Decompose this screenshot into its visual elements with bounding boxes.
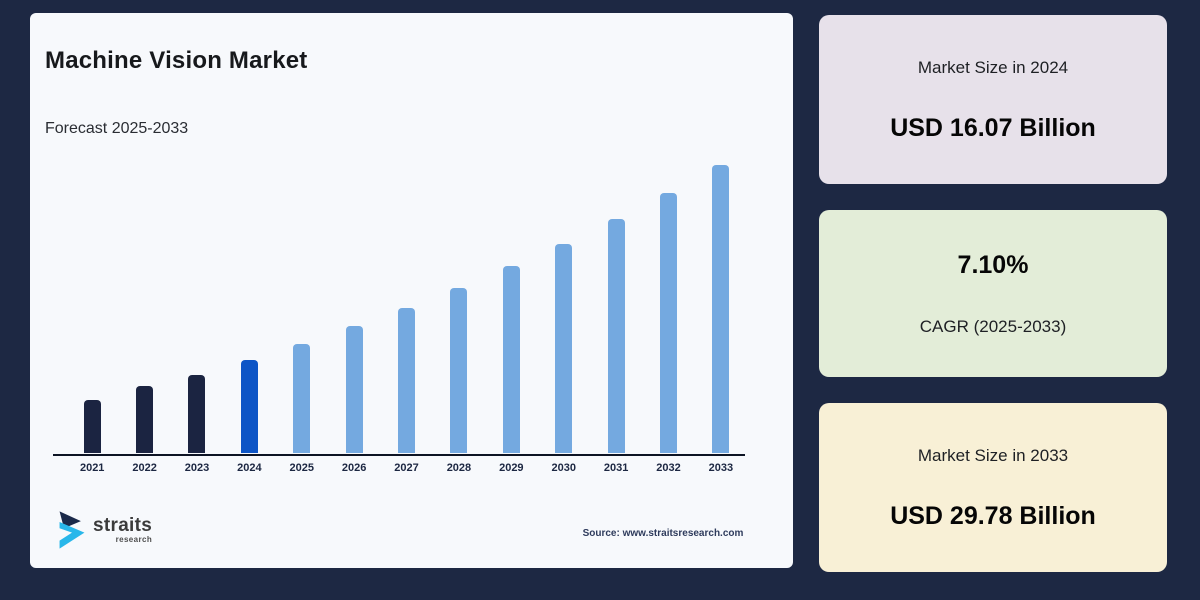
x-axis-label-2023: 2023 <box>184 462 210 474</box>
logo-arrow-icon <box>59 511 85 549</box>
bar-column-2029 <box>485 163 537 453</box>
stat-card-cagr: 7.10% CAGR (2025-2033) <box>819 210 1167 377</box>
logo-text: straits research <box>93 516 152 544</box>
x-axis-line <box>53 454 745 456</box>
x-axis-label-2030: 2030 <box>551 462 576 474</box>
bar-2033 <box>712 165 730 453</box>
bar-series <box>66 163 747 453</box>
bar-column-2022 <box>118 163 170 453</box>
bar-column-2025 <box>276 163 328 453</box>
bar-2028 <box>450 288 468 453</box>
x-axis-label-2024: 2024 <box>237 462 262 474</box>
bar-column-2023 <box>171 163 223 453</box>
bar-chart: 2021 2022 2023 2024 2025 2026 2027 2028 2029 2030… <box>66 163 747 474</box>
bar-2025 <box>293 344 311 453</box>
bar-column-2032 <box>642 163 694 453</box>
bar-column-2028 <box>433 163 485 453</box>
straits-research-logo: straits research <box>56 508 152 552</box>
card-value-cagr: 7.10% <box>957 250 1029 279</box>
x-axis-label-2028: 2028 <box>446 462 472 474</box>
x-axis-label-2031: 2031 <box>603 462 629 474</box>
bar-column-2027 <box>380 163 432 453</box>
x-axis-label-2022: 2022 <box>132 462 157 474</box>
x-axis-label-2029: 2029 <box>499 462 524 474</box>
bar-2030 <box>555 244 573 453</box>
bar-2021 <box>83 400 101 453</box>
bar-2031 <box>607 219 625 453</box>
bar-column-2031 <box>590 163 642 453</box>
x-axis-label-2025: 2025 <box>289 462 314 474</box>
card-value-2024: USD 16.07 Billion <box>890 113 1096 142</box>
stat-card-market-size-2033: Market Size in 2033 USD 29.78 Billion <box>819 403 1167 572</box>
x-axis-label-2026: 2026 <box>341 462 367 474</box>
bar-2029 <box>502 266 520 453</box>
x-axis-labels: 2021 2022 2023 2024 2025 2026 2027 2028 2029 2030… <box>66 462 747 474</box>
chart-subtitle: Forecast 2025-2033 <box>45 120 189 137</box>
source-text: Source: www.straitsresearch.com <box>582 528 744 539</box>
page-title: Machine Vision Market <box>45 47 308 74</box>
card-label-2024: Market Size in 2024 <box>917 57 1069 77</box>
card-label-2033: Market Size in 2033 <box>917 445 1069 465</box>
bar-2027 <box>398 308 416 453</box>
bar-2026 <box>345 326 363 453</box>
logo-brand-sub: research <box>115 535 153 544</box>
card-label-cagr: CAGR (2025-2033) <box>919 316 1067 336</box>
logo-brand: straits <box>93 515 153 536</box>
stat-card-market-size-2024: Market Size in 2024 USD 16.07 Billion <box>819 15 1167 184</box>
x-axis-label-2032: 2032 <box>656 462 681 474</box>
x-axis-label-2021: 2021 <box>79 462 105 474</box>
bar-2022 <box>136 386 154 453</box>
bar-column-2033 <box>695 163 747 453</box>
x-axis-label-2027: 2027 <box>394 462 419 474</box>
bar-column-2026 <box>328 163 380 453</box>
x-axis-label-2033: 2033 <box>708 462 734 474</box>
chart-panel: Machine Vision Market Forecast 2025-2033… <box>30 13 793 568</box>
bar-2032 <box>659 193 677 453</box>
bar-column-2030 <box>538 163 590 453</box>
bar-2024 <box>240 360 258 453</box>
bar-column-2024 <box>223 163 275 453</box>
card-value-2033: USD 29.78 Billion <box>890 501 1096 530</box>
bar-2023 <box>188 375 206 453</box>
bar-column-2021 <box>66 163 118 453</box>
